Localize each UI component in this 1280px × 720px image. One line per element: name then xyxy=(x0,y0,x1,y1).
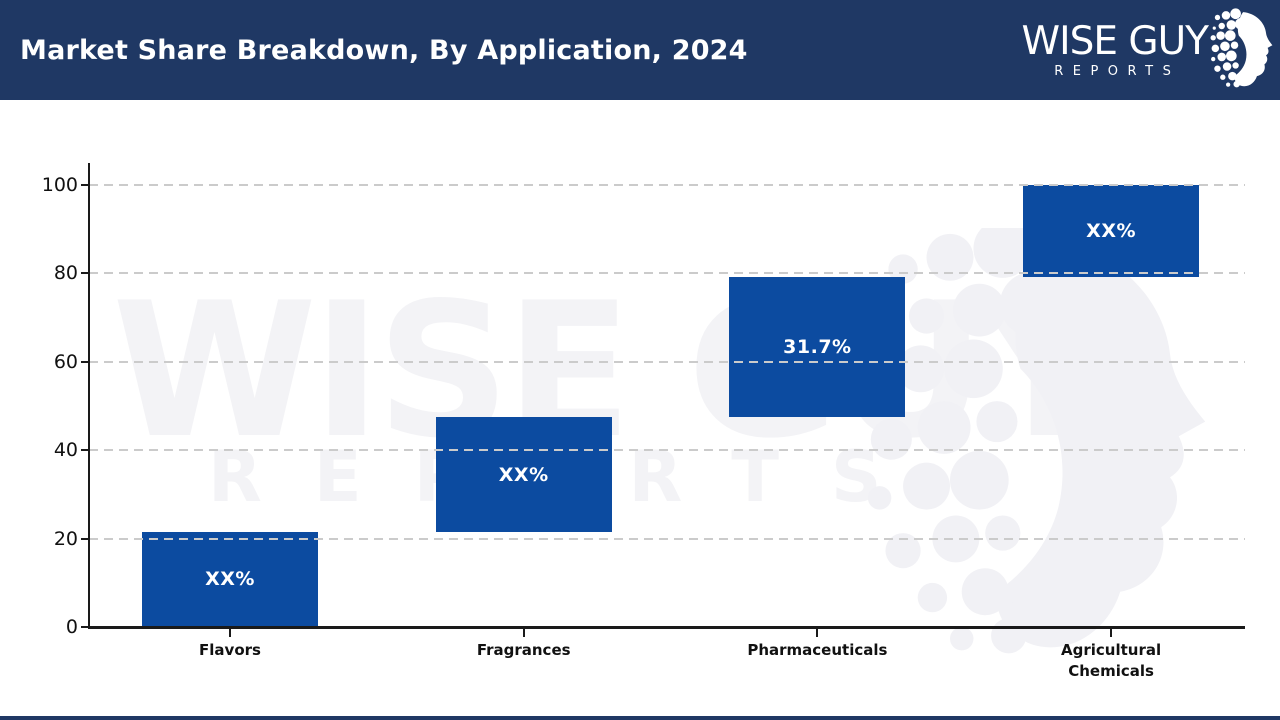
y-tick-mark-100 xyxy=(81,184,89,186)
bar-flavors xyxy=(142,531,318,627)
x-tick-label-flavors: Flavors xyxy=(199,641,261,659)
logo-subtext: REPORTS xyxy=(1054,63,1181,79)
y-tick-mark-20 xyxy=(81,537,89,540)
footer-strip xyxy=(0,716,1280,720)
bar-fragrances xyxy=(435,417,612,532)
bar-value-label-fragrances: XX% xyxy=(498,463,549,486)
x-axis-line xyxy=(88,626,1245,629)
x-tick-mark-agricultural-chemicals xyxy=(1110,629,1113,637)
bar-pharmaceuticals xyxy=(729,276,906,418)
logo-face-icon xyxy=(1210,8,1273,88)
y-tick-label-80: 80 xyxy=(53,262,78,285)
x-tick-label-pharmaceuticals: Pharmaceuticals xyxy=(747,641,888,659)
y-tick-mark-40 xyxy=(81,449,89,452)
gridline-y80 xyxy=(89,272,1245,275)
y-tick-label-20: 20 xyxy=(53,527,78,550)
gridline-y40 xyxy=(89,449,1245,452)
gridline-y100 xyxy=(89,184,1245,186)
x-tick-label-fragrances: Fragrances xyxy=(476,641,571,659)
header-bar: Market Share Breakdown, By Application, … xyxy=(0,0,1280,100)
y-tick-mark-0 xyxy=(81,626,89,628)
y-axis-line xyxy=(88,163,90,629)
y-tick-mark-80 xyxy=(81,272,89,275)
logo-wordmark: WISE GUY xyxy=(1021,18,1209,64)
gridline-y60 xyxy=(89,360,1245,363)
y-tick-label-0: 0 xyxy=(65,616,78,638)
x-tick-label-agricultural-chemicals: Agricultural Chemicals xyxy=(1061,641,1162,680)
y-tick-mark-60 xyxy=(81,360,89,363)
x-tick-mark-pharmaceuticals xyxy=(816,629,819,637)
bar-value-label-agricultural-chemicals: XX% xyxy=(1086,219,1137,242)
page-title: Market Share Breakdown, By Application, … xyxy=(20,34,748,66)
bar-value-label-flavors: XX% xyxy=(205,568,255,591)
x-tick-mark-fragrances xyxy=(522,629,525,637)
x-tick-mark-flavors xyxy=(229,629,231,637)
bar-agricultural-chemicals xyxy=(1023,185,1200,277)
bar-value-label-pharmaceuticals: 31.7% xyxy=(783,335,852,358)
gridline-y20 xyxy=(89,537,1245,540)
y-tick-label-40: 40 xyxy=(53,439,78,462)
wiseguy-logo: WISE GUY REPORTS xyxy=(1022,4,1274,96)
y-tick-label-60: 60 xyxy=(53,350,78,373)
y-tick-label-100: 100 xyxy=(41,174,78,196)
logo-text: WISE GUY REPORTS xyxy=(1021,18,1209,79)
